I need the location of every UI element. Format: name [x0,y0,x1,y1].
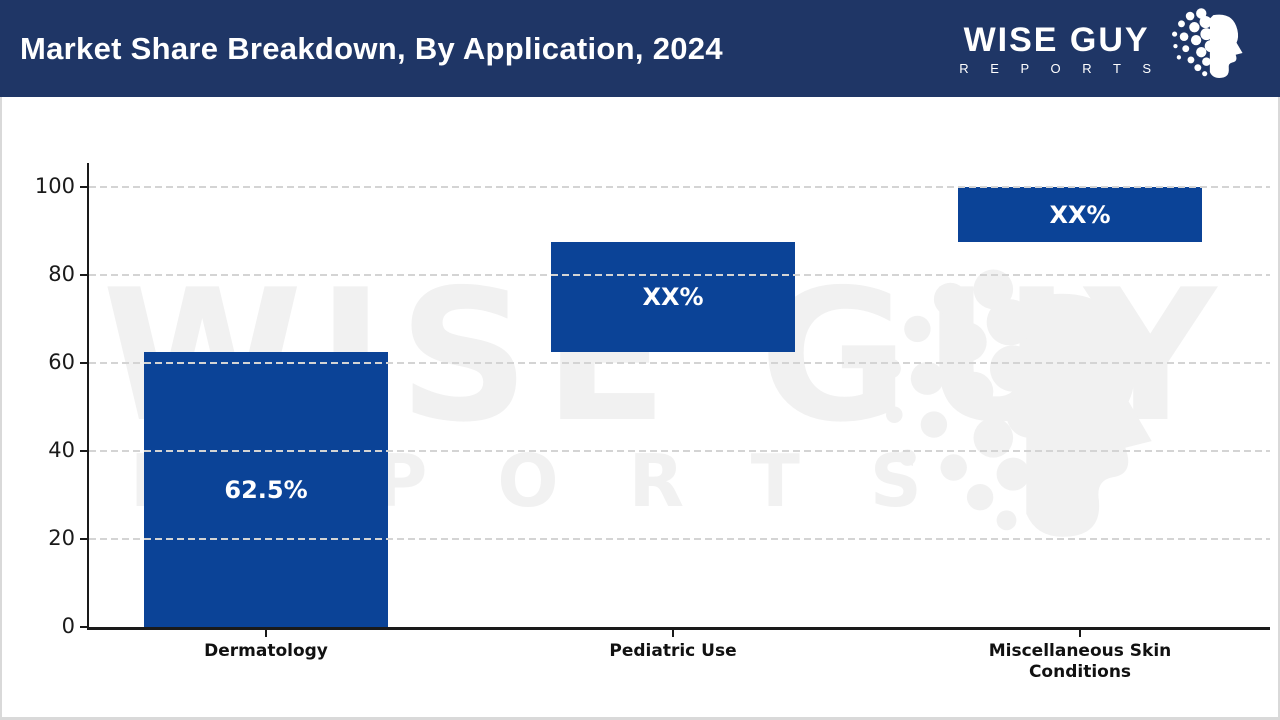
y-tick [80,274,88,276]
x-tick [265,629,267,637]
y-axis-line [87,163,89,629]
y-tick [80,450,88,452]
header-bar: Market Share Breakdown, By Application, … [0,0,1280,97]
data-bar [144,352,388,627]
logo-wordmark: WISE GUY [963,20,1150,59]
y-tick [80,538,88,540]
x-tick [672,629,674,637]
bar-value-label: XX% [642,283,704,311]
y-tick-label: 40 [48,438,75,462]
data-bar [551,242,795,352]
wiseguy-logo: WISE GUY R E P O R T S [953,7,1252,90]
y-tick-label: 80 [48,262,75,286]
logo-subtext: R E P O R T S [959,60,1160,76]
data-bar [958,187,1202,242]
gridline [89,450,1270,452]
x-category-label: Pediatric Use [609,641,737,661]
y-tick-label: 100 [34,174,75,198]
x-axis-line [87,627,1270,630]
logo-text: WISE GUY R E P O R T S [953,23,1160,75]
y-tick [80,362,88,364]
gridline [89,538,1270,540]
y-tick-label: 60 [48,350,75,374]
y-tick-label: 0 [61,614,75,638]
chart-area: WISE GUY REPORTS 0 [0,97,1280,720]
x-category-label: Dermatology [204,641,328,661]
wiseguy-head-icon [1166,7,1252,90]
watermark-head-icon [858,223,1188,617]
x-tick [1079,629,1081,637]
x-category-label: Miscellaneous Skin Conditions [988,641,1172,682]
bar-value-label: XX% [1049,200,1111,229]
gridline [89,186,1270,188]
y-tick [80,626,88,628]
page-title: Market Share Breakdown, By Application, … [20,30,723,66]
y-tick [80,186,88,188]
bar-value-label: 62.5% [224,475,308,504]
y-tick-label: 20 [48,526,75,550]
gridline [89,362,1270,364]
gridline [89,274,1270,276]
